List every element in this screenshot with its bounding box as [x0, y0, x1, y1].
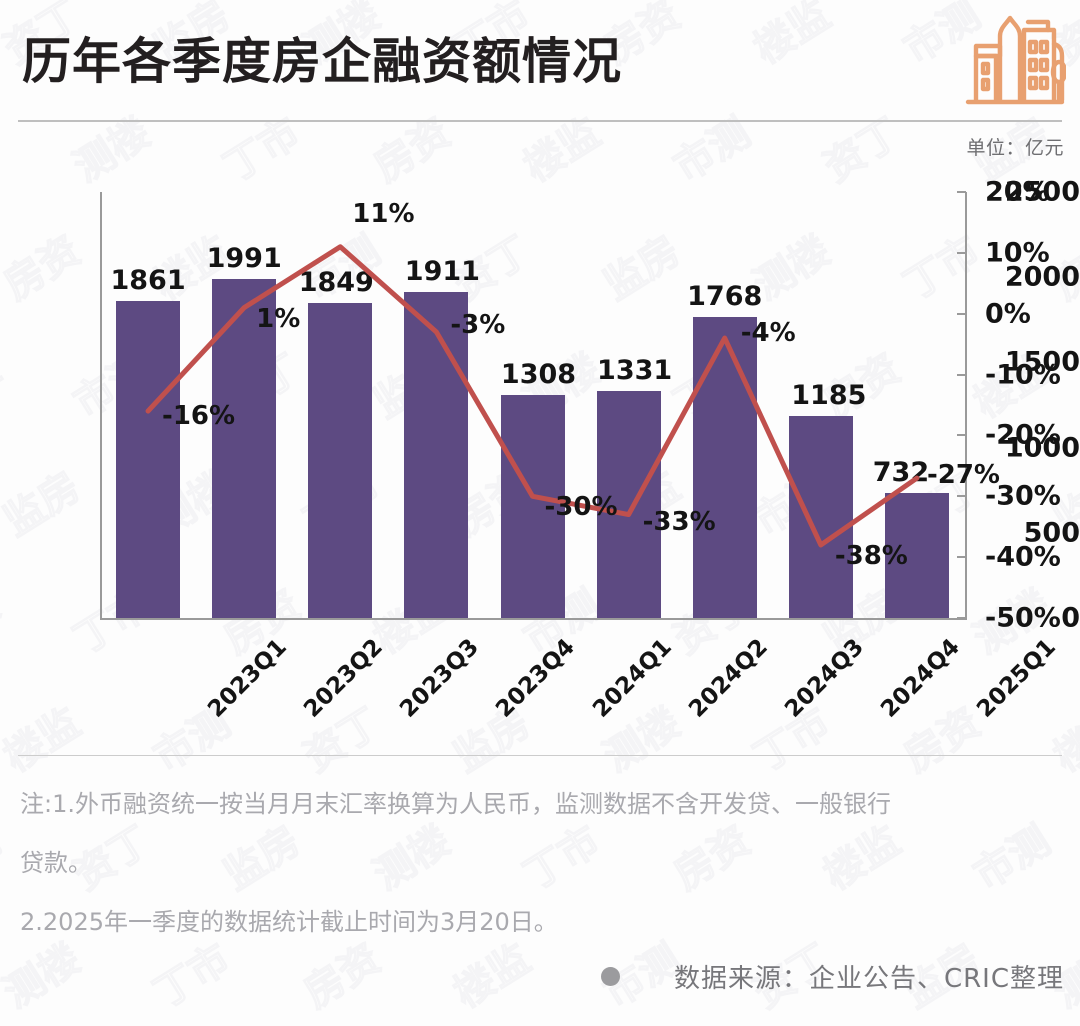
y-axis-left-tick-label: 2500 — [1004, 176, 1080, 208]
source-text: 数据来源：企业公告、CRIC整理 — [673, 964, 1064, 994]
y-axis-right-tick-label: 20% — [985, 176, 1050, 208]
note-line: 注:1.外币融资统一按当月月末汇率换算为人民币，监测数据不含开发贷、一般银行 — [20, 790, 891, 818]
bar-value-label: 1331 — [597, 355, 673, 387]
line-point-label: 11% — [352, 198, 415, 229]
y-axis-right-tick-mark — [957, 617, 966, 619]
line-point-label: -16% — [162, 401, 236, 432]
note-line: 贷款。 — [20, 849, 92, 877]
bottom-axis-line — [100, 618, 967, 620]
y-axis-right-tick-mark — [957, 556, 966, 559]
y-axis-right-tick-label: -40% — [985, 541, 1061, 573]
line-point-label: -4% — [740, 318, 796, 349]
y-axis-right-tick-mark — [957, 495, 966, 498]
bar — [500, 395, 565, 618]
bar — [884, 493, 949, 618]
line-point-label: -27% — [926, 460, 1000, 491]
city-buildings-icon — [965, 15, 1066, 105]
bar-value-label: 1849 — [298, 266, 374, 298]
line-point-label: -3% — [450, 309, 506, 340]
line-point-label: -38% — [834, 540, 908, 571]
bar — [212, 278, 277, 618]
bar-value-label: 1308 — [500, 359, 577, 391]
y-axis-right-tick-label: -30% — [985, 480, 1061, 512]
line-point-label: -33% — [642, 506, 716, 537]
header: 历年各季度房企融资额情况 — [0, 0, 1080, 120]
y-axis-right-tick-label: -50% — [985, 602, 1061, 634]
trend-line — [145, 244, 920, 548]
bar — [116, 300, 181, 618]
y-axis-left-tick-label: 500 — [1023, 517, 1080, 549]
y-axis-left-tick-label: 2000 — [1004, 261, 1080, 293]
y-axis-right-tick-mark — [957, 312, 966, 315]
bar — [308, 302, 373, 618]
bar-value-label: 732 — [872, 457, 930, 489]
y-axis-right-tick-mark — [957, 191, 966, 193]
line-point-label: 1% — [256, 303, 301, 334]
chart-area: 0 500 1000 1500 2000 2500 20% 10% 0% -10% -20% -30%… — [0, 160, 1080, 740]
y-axis-right-tick-label: 10% — [985, 237, 1050, 269]
source-row: 数据来源：企业公告、CRIC整理 — [600, 958, 1064, 995]
right-axis-line — [965, 192, 967, 620]
y-axis-right-tick-mark — [957, 373, 966, 376]
y-axis-right-tick-label: -20% — [985, 419, 1061, 451]
bar — [596, 391, 661, 618]
y-axis-left-tick-label: 0 — [1061, 602, 1080, 634]
bar-value-label: 1768 — [687, 280, 763, 312]
y-axis-right-tick-label: 0% — [985, 298, 1031, 330]
left-axis-line — [100, 192, 102, 620]
watermark-glyph: 市测 — [0, 817, 9, 900]
note-line: 2.2025年一季度的数据统计截止时间为3月20日。 — [20, 908, 558, 936]
trend-line-layer — [145, 244, 920, 548]
line-point-label: -30% — [544, 492, 618, 523]
bar-value-label: 1991 — [206, 242, 282, 274]
bullet-dot-icon — [600, 967, 620, 986]
y-axis-left-tick-label: 1000 — [1004, 432, 1080, 464]
bar-value-label: 1185 — [791, 380, 867, 412]
bar — [404, 292, 469, 618]
y-axis-right-tick-mark — [957, 434, 966, 437]
bar — [692, 316, 757, 618]
unit-label: 单位：亿元 — [966, 137, 1064, 159]
y-axis-right-tick-label: -10% — [985, 359, 1061, 391]
bar — [788, 416, 853, 618]
page-title: 历年各季度房企融资额情况 — [22, 33, 623, 90]
notes-block: 注:1.外币融资统一按当月月末汇率换算为人民币，监测数据不含开发贷、一般银行 贷… — [20, 775, 1066, 952]
bar-value-label: 1861 — [110, 264, 186, 296]
notes-divider — [18, 755, 1062, 756]
header-divider — [18, 120, 1062, 122]
bar-value-label: 1911 — [404, 256, 480, 288]
y-axis-right-tick-mark — [957, 251, 966, 254]
y-axis-left-tick-label: 1500 — [1004, 346, 1080, 378]
